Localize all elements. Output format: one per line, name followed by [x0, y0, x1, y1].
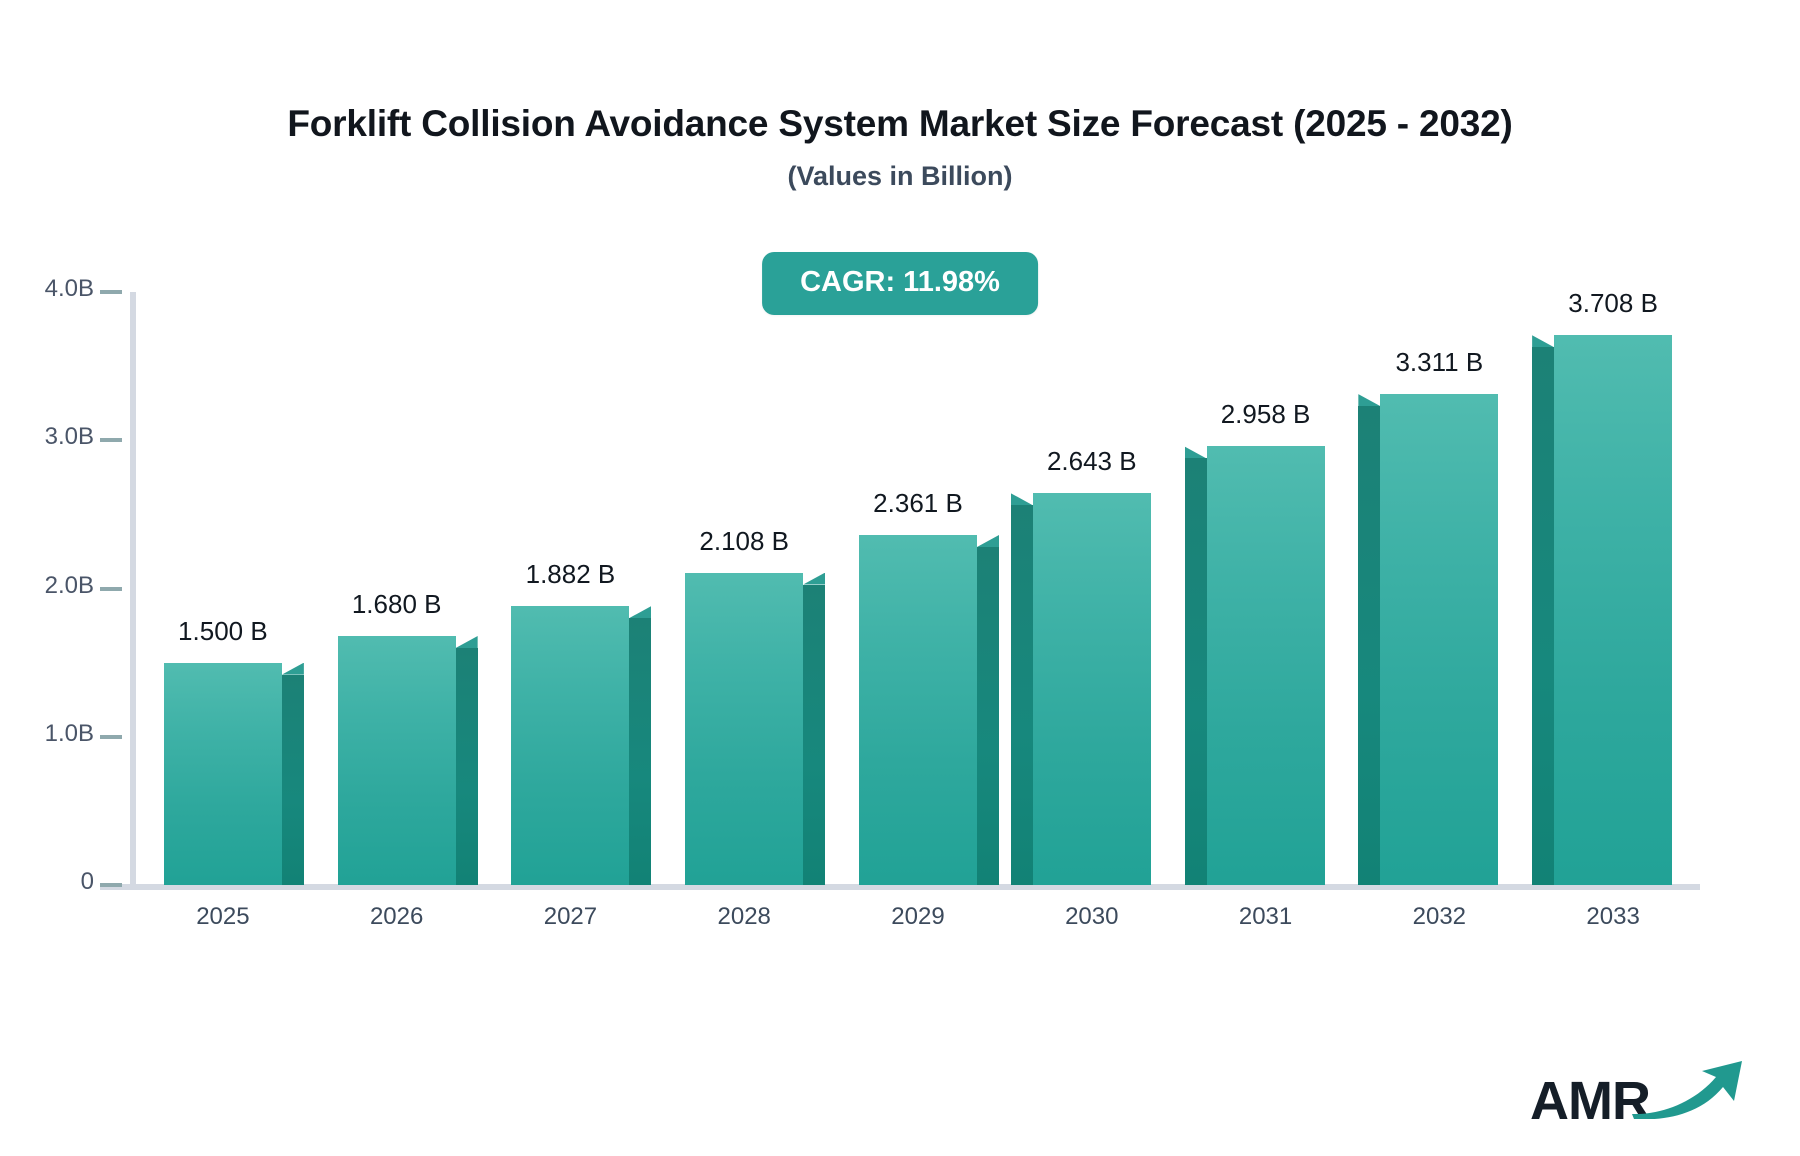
x-axis-label: 2027	[543, 903, 598, 930]
chart-header: Forklift Collision Avoidance System Mark…	[0, 103, 1800, 192]
bar-top-face	[1184, 446, 1207, 459]
cagr-badge: CAGR: 11.98%	[762, 252, 1038, 315]
bar-value-label: 1.500 B	[178, 615, 268, 646]
y-axis-tick-mark	[100, 734, 122, 739]
bar-side-face	[1358, 406, 1381, 885]
bar-top-face	[803, 572, 826, 585]
bar-value-label: 3.708 B	[1568, 288, 1658, 319]
bar-group[interactable]: 1.882 B	[511, 0, 652, 1156]
y-axis-tick-mark	[100, 290, 122, 294]
bar-group[interactable]: 1.500 B	[163, 0, 304, 1156]
bar-front-face	[337, 635, 456, 885]
bar-front-face	[685, 572, 804, 885]
bar-front-face	[511, 606, 630, 885]
bar[interactable]	[685, 572, 826, 885]
bar[interactable]	[1358, 394, 1499, 885]
bar-front-face	[163, 662, 282, 885]
bar-side-face	[977, 546, 999, 885]
bar-front-face	[1554, 335, 1673, 885]
bar-side-face	[629, 618, 652, 885]
growth-arrow-icon	[1630, 1057, 1748, 1124]
bar[interactable]	[163, 662, 304, 885]
y-axis-tick-mark	[100, 586, 122, 591]
bar-front-face	[1032, 493, 1151, 885]
y-axis-tick-label: 0	[80, 868, 94, 895]
bar-top-face	[1010, 493, 1033, 506]
bar-value-label: 3.311 B	[1395, 347, 1484, 378]
bar-group[interactable]: 1.680 B	[337, 0, 478, 1156]
logo-wordmark: AMR	[1530, 1071, 1651, 1131]
y-axis-line	[130, 292, 136, 888]
y-axis-tick-mark	[100, 438, 122, 443]
chart-title: Forklift Collision Avoidance System Mark…	[287, 103, 1513, 144]
bar[interactable]	[1532, 335, 1673, 885]
bar[interactable]	[1184, 446, 1325, 885]
bar-side-face	[455, 647, 478, 885]
bar-value-label: 1.680 B	[351, 588, 442, 619]
bar-series: 1.500 B 1.680 B 1.882 B 2.108 B 2.361 B 2.643…	[136, 0, 1700, 1156]
bar-side-face	[1532, 347, 1555, 885]
bar-side-face	[1010, 505, 1033, 885]
bar-value-label: 2.643 B	[1046, 446, 1137, 477]
y-axis-tick-label: 2.0B	[44, 571, 94, 599]
amr-logo: AMR	[1530, 1058, 1748, 1128]
bar-top-face	[977, 534, 999, 547]
bar-value-label: 2.108 B	[699, 525, 790, 556]
bar-front-face	[1206, 446, 1325, 885]
bar-top-face	[629, 606, 652, 618]
bar-top-face	[1358, 394, 1381, 407]
bar-value-label: 1.882 B	[525, 559, 616, 589]
bar-side-face	[1184, 458, 1207, 885]
bar-top-face	[455, 635, 478, 648]
bar-front-face	[859, 534, 977, 885]
bar-top-face	[281, 662, 304, 675]
bar-value-label: 2.361 B	[873, 487, 963, 518]
bar-group[interactable]: 3.311 B	[1358, 0, 1499, 1156]
x-axis-labels: 2025 2026 2027 2028 2029 2030 2031 2032 2033	[136, 903, 1700, 943]
bar-top-face	[1532, 335, 1555, 348]
bar-side-face	[281, 674, 304, 885]
x-axis-label: 2033	[1586, 903, 1640, 930]
bar[interactable]	[1010, 493, 1151, 885]
y-axis-tick-mark	[100, 883, 122, 887]
x-axis-label: 2026	[369, 903, 424, 930]
chart-subtitle: (Values in Billion)	[787, 160, 1013, 191]
bar[interactable]	[859, 534, 999, 885]
x-axis-label: 2031	[1238, 903, 1293, 930]
x-axis-baseline	[100, 884, 1700, 890]
bar[interactable]	[337, 635, 478, 885]
x-axis-label: 2030	[1065, 903, 1119, 930]
x-axis-label: 2028	[717, 903, 771, 930]
bar-group[interactable]: 2.108 B	[685, 0, 826, 1156]
y-axis-tick-label: 3.0B	[44, 423, 94, 451]
bar-group[interactable]: 2.958 B	[1184, 0, 1325, 1156]
x-axis-label: 2029	[891, 903, 945, 930]
bar-side-face	[803, 584, 826, 885]
bar-group[interactable]: 3.708 B	[1532, 0, 1673, 1156]
x-axis-label: 2025	[196, 903, 250, 930]
bar-front-face	[1380, 394, 1499, 885]
x-axis-label: 2032	[1412, 903, 1467, 930]
bar[interactable]	[511, 606, 652, 885]
bar-value-label: 2.958 B	[1220, 399, 1311, 430]
y-axis-tick-label: 1.0B	[44, 719, 94, 747]
bar-group[interactable]: 2.361 B	[859, 0, 999, 1156]
y-axis-tick-label: 4.0B	[44, 275, 94, 302]
bar-group[interactable]: 2.643 B	[1010, 0, 1151, 1156]
